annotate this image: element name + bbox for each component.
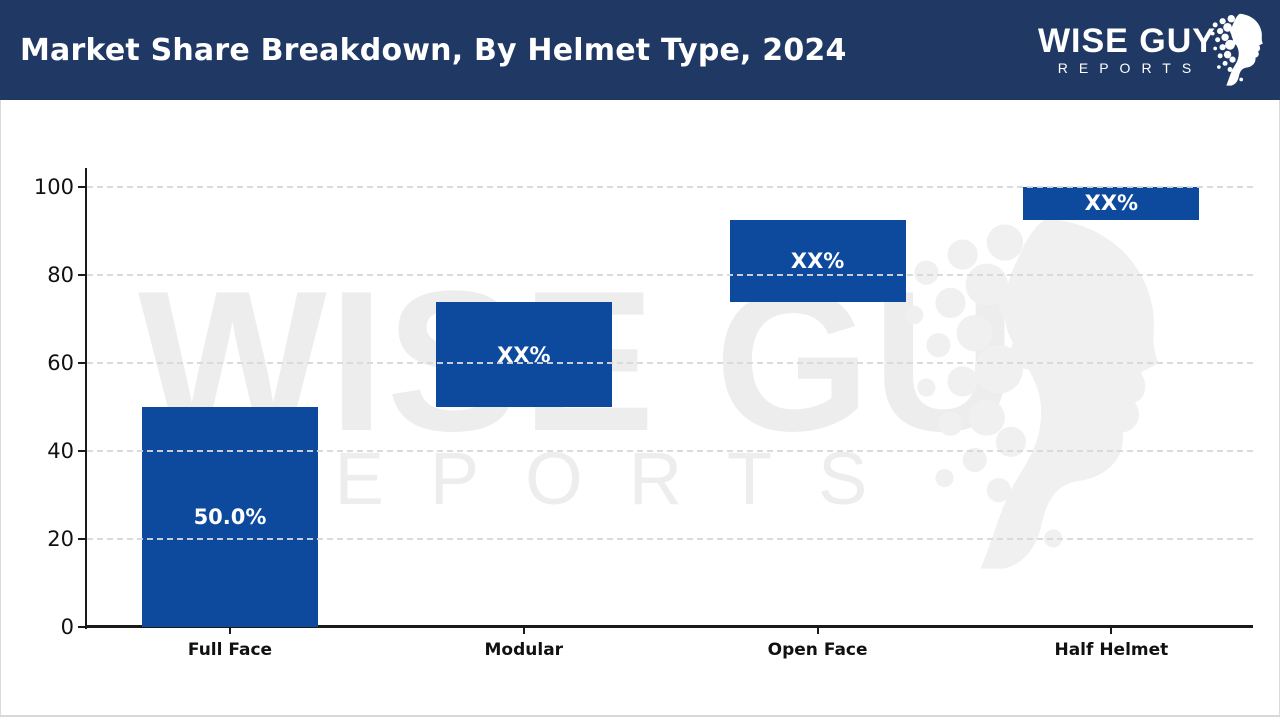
x-tick-mark-2 [816, 628, 819, 634]
gridline-60 [87, 362, 1253, 364]
bar-open-face: XX% [729, 219, 906, 303]
x-tick-mark-0 [229, 628, 231, 634]
axis-spine-bottom [85, 625, 1253, 628]
bar-value-label: XX% [790, 248, 845, 273]
y-tick-mark-100 [78, 186, 87, 188]
y-tick-label-80: 80 [47, 263, 74, 287]
plot-area: 0 20 40 60 80 100 50.0% Full Face XX% Modular XX% O… [0, 100, 1280, 717]
brand-logo: WISE GUY REPORTS [1038, 8, 1266, 92]
brand-reports-text: REPORTS [1057, 60, 1203, 77]
y-tick-mark-60 [78, 362, 87, 364]
brand-wordmark: WISE GUY [1037, 21, 1216, 60]
gridline-20 [87, 538, 1253, 540]
gridline-40 [87, 450, 1253, 452]
page-title: Market Share Breakdown, By Helmet Type, … [20, 32, 847, 68]
bar-modular: XX% [435, 302, 612, 407]
watermark-reports-text: REPORTS [235, 437, 914, 520]
header-bar: Market Share Breakdown, By Helmet Type, … [0, 0, 1280, 100]
y-tick-label-20: 20 [47, 527, 74, 551]
brand-head-icon [1210, 13, 1263, 86]
y-tick-label-40: 40 [47, 439, 74, 463]
y-tick-mark-0 [78, 626, 87, 628]
y-tick-mark-20 [78, 538, 87, 540]
y-tick-label-0: 0 [60, 615, 74, 639]
watermark-head-icon [905, 218, 1159, 569]
bar-full-face: 50.0% [142, 407, 318, 627]
bar-value-label: XX% [1084, 191, 1139, 216]
y-tick-label-100: 100 [33, 175, 74, 199]
y-tick-label-60: 60 [47, 351, 74, 375]
gridline-100 [87, 186, 1253, 188]
gridline-80 [87, 274, 1253, 276]
y-tick-mark-80 [78, 274, 87, 276]
x-tick-label-2: Open Face [767, 640, 868, 660]
axis-spine-left [85, 168, 87, 629]
x-tick-mark-3 [1110, 628, 1113, 634]
x-tick-mark-1 [522, 628, 525, 634]
x-tick-label-3: Half Helmet [1054, 640, 1169, 660]
bar-value-label: 50.0% [193, 505, 267, 529]
x-tick-label-0: Full Face [187, 640, 273, 660]
x-tick-label-1: Modular [484, 640, 564, 660]
y-tick-mark-40 [78, 450, 87, 452]
bar-half-helmet: XX% [1023, 187, 1200, 220]
